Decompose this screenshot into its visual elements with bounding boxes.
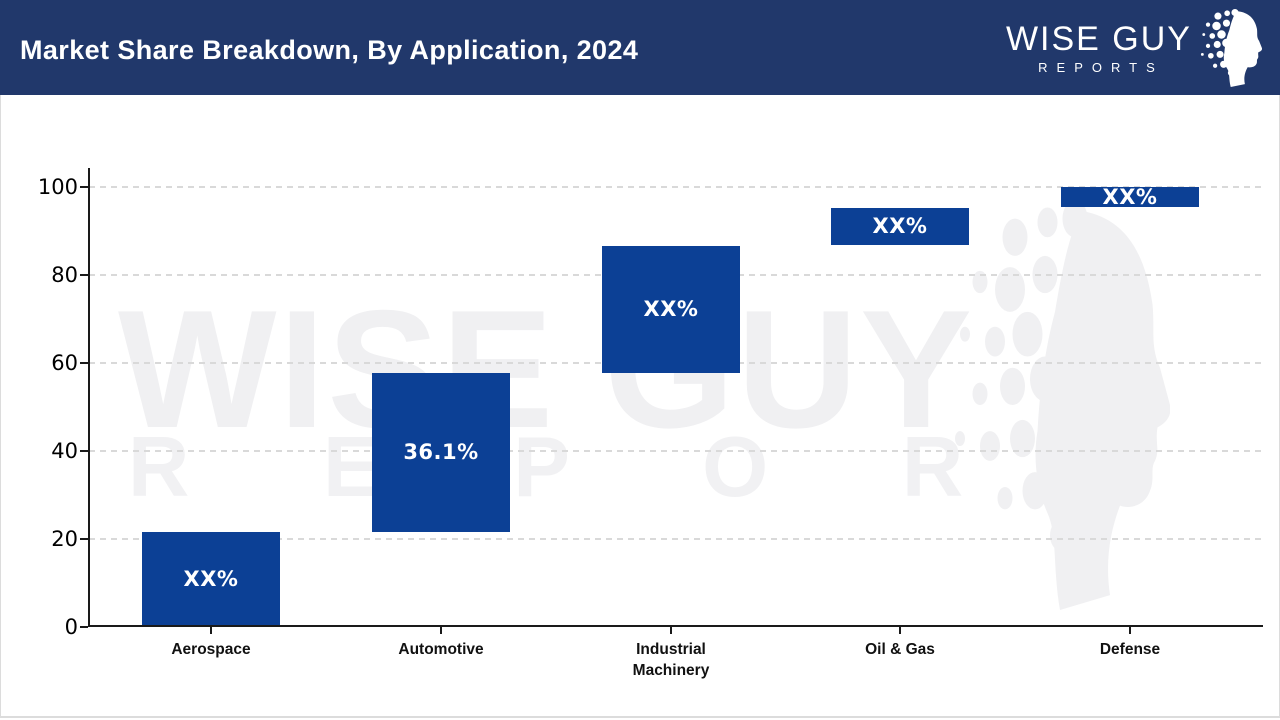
bar-oil-gas: XX% (831, 208, 969, 245)
gridline-40 (89, 450, 1263, 452)
x-category-label-automotive: Automotive (398, 641, 484, 658)
chart-area: WISE GUY R E P O R T S 0 20 40 60 80 100 XX% 3… (0, 95, 1280, 716)
x-tick-3 (670, 627, 672, 634)
watermark-wordmark: WISE GUY (118, 275, 975, 463)
y-tick-label-20: 20 (51, 527, 78, 551)
x-axis-line (88, 625, 1263, 627)
y-tick-label-100: 100 (37, 175, 78, 199)
y-tick-80 (80, 274, 88, 276)
x-tick-4 (899, 627, 901, 634)
y-tick-label-0: 0 (64, 615, 78, 639)
y-tick-100 (80, 186, 88, 188)
bar-industrial-machinery: XX% (602, 245, 740, 374)
x-category-label-industrial-machinery: Industrial Machinery (632, 641, 710, 679)
x-tick-2 (440, 627, 442, 634)
bar-value-label: XX% (643, 297, 699, 322)
bar-value-label: XX% (183, 567, 239, 592)
y-tick-40 (80, 450, 88, 452)
x-category-label-defense: Defense (1099, 641, 1161, 658)
y-axis-line (88, 168, 90, 627)
page-title: Market Share Breakdown, By Application, … (20, 35, 639, 65)
y-tick-label-80: 80 (51, 263, 78, 287)
y-tick-label-60: 60 (51, 351, 78, 375)
logo: WISE GUY REPORTS (1006, 8, 1266, 87)
x-category-label-aerospace: Aerospace (171, 641, 251, 658)
y-tick-0 (80, 626, 88, 628)
bar-value-label: XX% (872, 213, 928, 238)
bottom-hairline (0, 716, 1280, 718)
y-tick-label-40: 40 (51, 439, 78, 463)
bar-automotive: 36.1% (372, 373, 510, 532)
logo-text: WISE GUY REPORTS (1006, 22, 1192, 74)
header-bar: Market Share Breakdown, By Application, … (0, 0, 1280, 95)
y-tick-20 (80, 538, 88, 540)
bar-value-label: XX% (1102, 184, 1158, 209)
watermark-head-icon (955, 200, 1170, 610)
bar-value-label: 36.1% (403, 440, 479, 465)
gridline-20 (89, 538, 1263, 540)
logo-wordmark: WISE GUY (1005, 19, 1192, 58)
left-edge-line (0, 95, 1, 718)
y-tick-60 (80, 362, 88, 364)
x-tick-1 (210, 627, 212, 634)
x-tick-5 (1129, 627, 1131, 634)
gridline-100 (89, 186, 1263, 188)
logo-head-icon (1200, 8, 1262, 87)
x-category-label-oil-gas: Oil & Gas (865, 641, 935, 658)
logo-subtext: REPORTS (1038, 59, 1164, 75)
bar-aerospace: XX% (142, 532, 280, 627)
bar-defense: XX% (1061, 184, 1199, 209)
